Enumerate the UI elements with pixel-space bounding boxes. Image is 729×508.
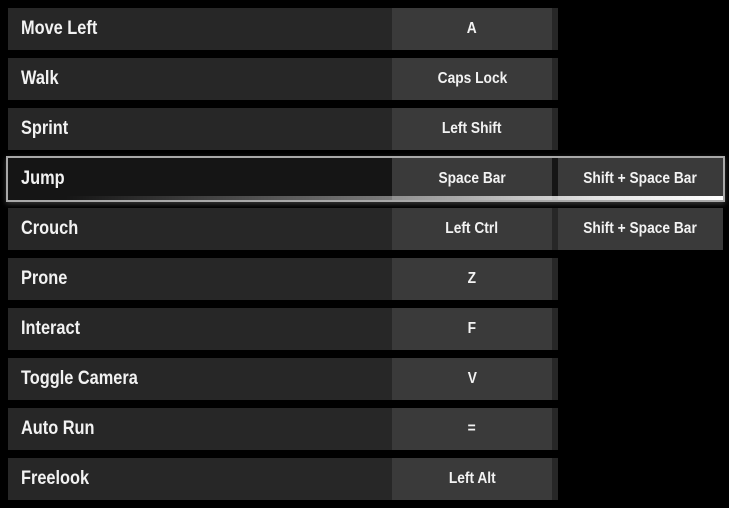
action-label: Crouch	[8, 208, 392, 250]
secondary-binding-button[interactable]	[558, 408, 723, 450]
secondary-binding-button[interactable]: Shift + Space Bar	[558, 208, 723, 250]
action-label: Jump	[8, 158, 392, 200]
action-label: Toggle Camera	[8, 358, 392, 400]
primary-binding-button[interactable]: =	[392, 408, 552, 450]
primary-binding-button[interactable]: Left Alt	[392, 458, 552, 500]
action-label-text: Sprint	[21, 118, 69, 139]
secondary-binding-button[interactable]	[558, 308, 723, 350]
action-label: Move Left	[8, 8, 392, 50]
primary-binding-text: Left Ctrl	[445, 220, 499, 237]
primary-binding-text: Left Shift	[442, 120, 502, 137]
action-label: Walk	[8, 58, 392, 100]
action-label-text: Auto Run	[21, 418, 95, 439]
secondary-binding-button[interactable]	[558, 8, 723, 50]
action-label-text: Prone	[21, 268, 68, 289]
action-label-text: Move Left	[21, 18, 98, 39]
keybinding-row[interactable]: Prone Z	[8, 258, 723, 300]
keybinding-row[interactable]: Move Left A	[8, 8, 723, 50]
primary-binding-button[interactable]: V	[392, 358, 552, 400]
action-label: Prone	[8, 258, 392, 300]
keybinding-row[interactable]: Toggle Camera V	[8, 358, 723, 400]
primary-binding-text: Left Alt	[448, 470, 496, 487]
primary-binding-button[interactable]: Space Bar	[392, 158, 552, 200]
action-label-text: Jump	[21, 168, 65, 189]
action-label: Sprint	[8, 108, 392, 150]
primary-binding-button[interactable]: Z	[392, 258, 552, 300]
action-label: Interact	[8, 308, 392, 350]
primary-binding-button[interactable]: Left Shift	[392, 108, 552, 150]
action-label: Freelook	[8, 458, 392, 500]
action-label: Auto Run	[8, 408, 392, 450]
action-label-text: Interact	[21, 318, 81, 339]
keybinding-row[interactable]: Sprint Left Shift	[8, 108, 723, 150]
action-label-text: Crouch	[21, 218, 79, 239]
action-label-text: Toggle Camera	[21, 368, 138, 389]
primary-binding-text: Z	[467, 270, 477, 287]
primary-binding-button[interactable]: A	[392, 8, 552, 50]
keybindings-panel: Move Left A Walk Caps Lock Sprint	[6, 8, 725, 508]
primary-binding-text: V	[467, 370, 477, 387]
primary-binding-button[interactable]: Caps Lock	[392, 58, 552, 100]
primary-binding-text: F	[467, 320, 477, 337]
secondary-binding-button[interactable]	[558, 258, 723, 300]
keybinding-row[interactable]: Crouch Left Ctrl Shift + Space Bar	[8, 208, 723, 250]
keybinding-row[interactable]: Walk Caps Lock	[8, 58, 723, 100]
action-label-text: Walk	[21, 68, 59, 89]
keybinding-row[interactable]: Freelook Left Alt	[8, 458, 723, 500]
secondary-binding-text: Shift + Space Bar	[583, 220, 698, 237]
keybinding-row[interactable]: Interact F	[8, 308, 723, 350]
primary-binding-text: Space Bar	[438, 170, 506, 187]
primary-binding-text: A	[467, 20, 477, 37]
keybinding-row[interactable]: Auto Run =	[8, 408, 723, 450]
keybinding-row[interactable]: Jump Space Bar Shift + Space Bar	[6, 156, 725, 202]
secondary-binding-text: Shift + Space Bar	[583, 170, 698, 187]
primary-binding-button[interactable]: Left Ctrl	[392, 208, 552, 250]
primary-binding-button[interactable]: F	[392, 308, 552, 350]
secondary-binding-button[interactable]	[558, 108, 723, 150]
secondary-binding-button[interactable]: Shift + Space Bar	[558, 158, 723, 200]
secondary-binding-button[interactable]	[558, 58, 723, 100]
secondary-binding-button[interactable]	[558, 458, 723, 500]
primary-binding-text: Caps Lock	[437, 70, 507, 87]
secondary-binding-button[interactable]	[558, 358, 723, 400]
action-label-text: Freelook	[21, 468, 90, 489]
primary-binding-text: =	[467, 420, 477, 437]
